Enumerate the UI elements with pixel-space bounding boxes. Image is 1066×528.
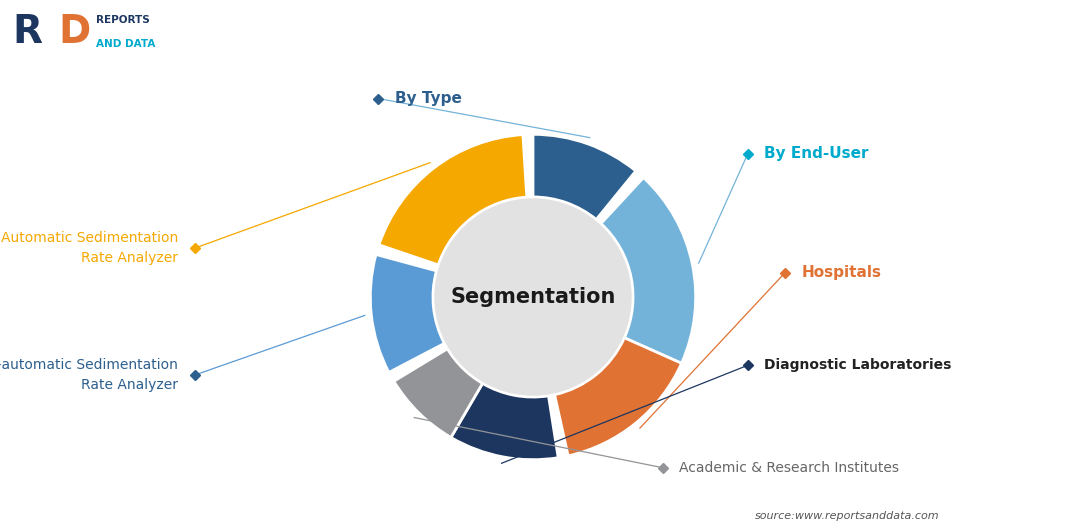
Text: Segmentation: Segmentation	[450, 287, 616, 307]
Circle shape	[434, 198, 632, 396]
Text: source:www.reportsanddata.com: source:www.reportsanddata.com	[755, 512, 940, 522]
Wedge shape	[370, 254, 445, 372]
Text: REPORTS: REPORTS	[96, 15, 149, 25]
Wedge shape	[533, 134, 635, 220]
Text: Global Erythrocyte Sedimentation Rate (ESR) Analyzers Market: Product type Dynam: Global Erythrocyte Sedimentation Rate (E…	[168, 25, 1066, 41]
Wedge shape	[378, 135, 527, 265]
Wedge shape	[393, 349, 483, 438]
Text: Semi-automatic Sedimentation
Rate Analyzer: Semi-automatic Sedimentation Rate Analyz…	[0, 359, 178, 392]
Text: Hospitals: Hospitals	[802, 265, 882, 280]
Text: D: D	[59, 13, 91, 51]
Text: AND DATA: AND DATA	[96, 39, 156, 49]
Text: R: R	[13, 13, 43, 51]
Text: Diagnostic Laboratories: Diagnostic Laboratories	[764, 359, 951, 372]
Text: Automatic Sedimentation
Rate Analyzer: Automatic Sedimentation Rate Analyzer	[1, 231, 178, 265]
Text: By End-User: By End-User	[764, 146, 869, 162]
Text: By Type: By Type	[394, 91, 462, 106]
Wedge shape	[554, 338, 681, 456]
Text: Academic & Research Institutes: Academic & Research Institutes	[679, 461, 900, 475]
Wedge shape	[451, 383, 559, 460]
Wedge shape	[601, 177, 696, 363]
